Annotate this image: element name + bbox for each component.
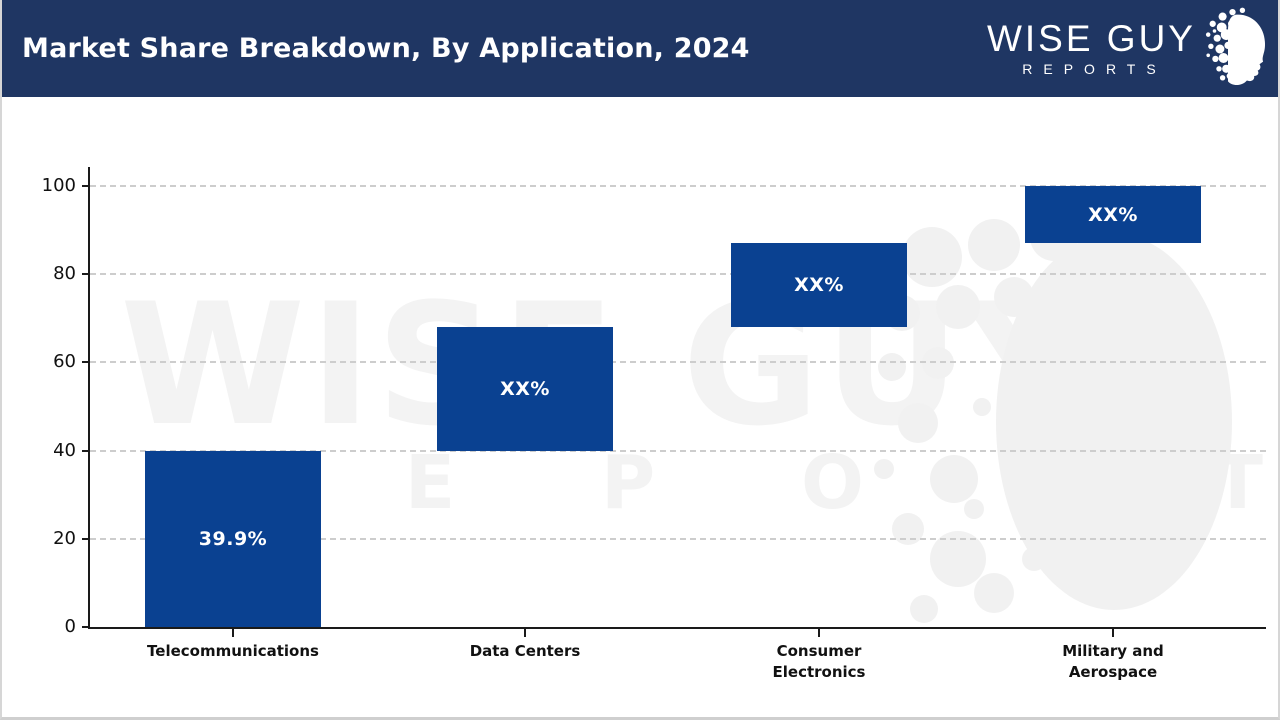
bar-consumer-electronics: XX% — [731, 243, 907, 327]
y-tick-60 — [82, 361, 90, 364]
x-category-label-2: Consumer Electronics — [772, 642, 866, 681]
watermark-head-graphic — [874, 211, 1232, 623]
y-tick-100 — [82, 185, 90, 187]
bar-value-label: 39.9% — [198, 528, 268, 550]
y-tick-40 — [82, 449, 90, 452]
gridline-100 — [90, 185, 1266, 187]
logo-wordmark: WISE GUY — [986, 18, 1196, 59]
bar-data-centers: XX% — [437, 326, 613, 452]
bar-value-label: XX% — [500, 377, 550, 400]
x-tick-2 — [818, 629, 820, 637]
y-tick-label-100: 100 — [41, 175, 76, 196]
gridline-40 — [90, 449, 1266, 452]
wise-guy-reports-logo: WISE GUY REPORTS — [987, 4, 1278, 94]
bar-military-and-aerospace: XX% — [1025, 186, 1201, 244]
chart-title: Market Share Breakdown, By Application, … — [22, 33, 750, 64]
x-category-label-0: Telecommunications — [147, 642, 319, 660]
y-tick-label-80: 80 — [53, 263, 76, 285]
x-tick-1 — [524, 629, 526, 637]
header-bar: Market Share Breakdown, By Application, … — [2, 0, 1278, 97]
logo-subtitle: REPORTS — [1022, 61, 1167, 77]
x-category-label-3: Military and Aerospace — [1062, 642, 1164, 681]
x-tick-3 — [1112, 629, 1114, 637]
x-tick-0 — [232, 629, 234, 637]
gridline-80 — [90, 273, 1266, 276]
bar-telecommunications: 39.9% — [145, 451, 321, 627]
y-tick-label-0: 0 — [64, 616, 76, 637]
y-axis-line — [88, 167, 90, 629]
y-tick-20 — [82, 537, 90, 540]
gridline-20 — [90, 537, 1266, 540]
x-category-label-1: Data Centers — [469, 642, 581, 660]
y-tick-label-60: 60 — [53, 351, 76, 373]
plot-area: WISE GUY R E P O R T S 02040608010039.9%… — [2, 97, 1278, 717]
y-tick-0 — [82, 626, 90, 628]
y-tick-80 — [82, 273, 90, 276]
logo-head-icon — [1205, 7, 1266, 85]
logo-text: WISE GUY REPORTS — [987, 20, 1196, 77]
x-axis-line — [90, 627, 1266, 629]
gridline-60 — [90, 361, 1266, 364]
bar-value-label: XX% — [1088, 203, 1138, 226]
y-tick-label-20: 20 — [53, 527, 76, 549]
y-tick-label-40: 40 — [53, 439, 76, 461]
bar-value-label: XX% — [794, 274, 844, 296]
